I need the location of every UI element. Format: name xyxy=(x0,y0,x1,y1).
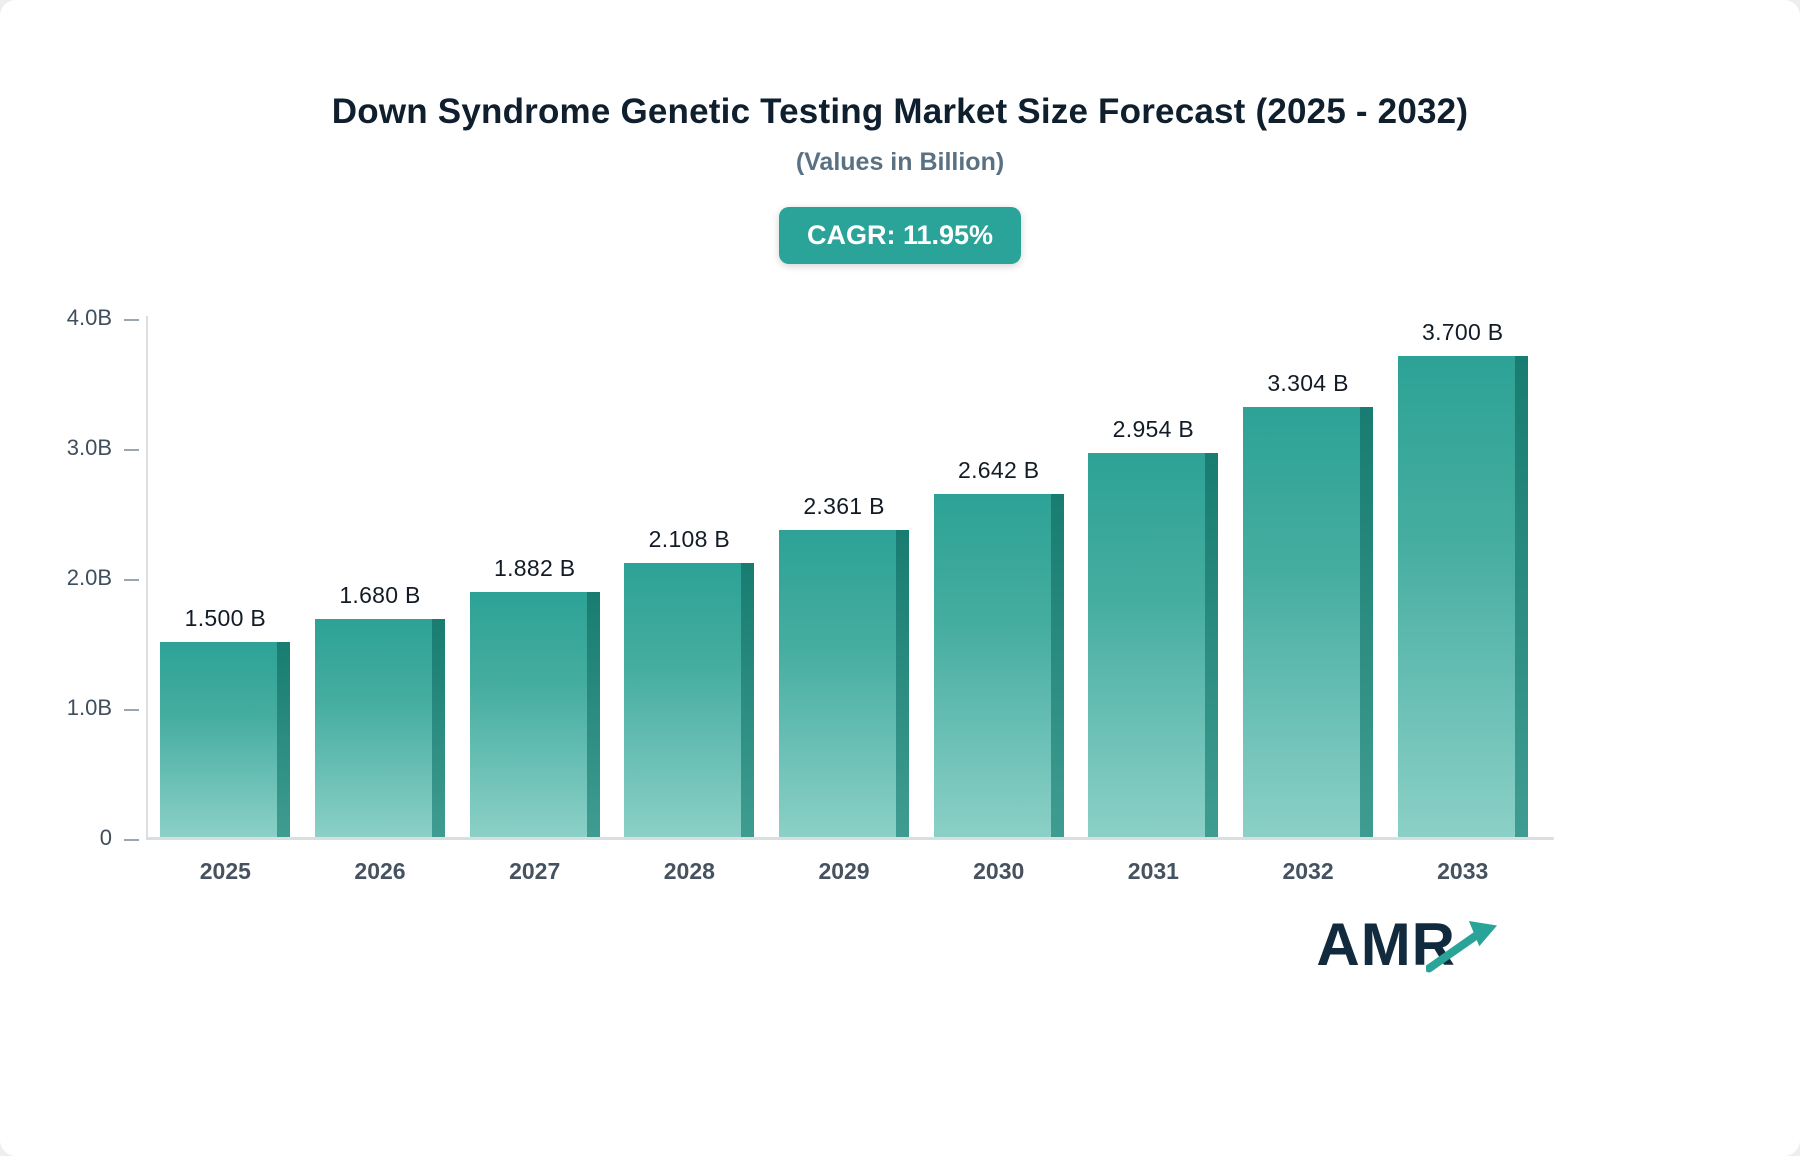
bar-column-2030: 2.642 B xyxy=(921,457,1076,837)
bar-face xyxy=(933,493,1051,837)
bar-side-shadow xyxy=(1205,452,1219,837)
y-axis: 0 1.0B 2.0B 3.0B 4.0B xyxy=(40,270,1540,890)
bar-value-label: 1.680 B xyxy=(339,581,421,608)
x-axis-label-2028: 2028 xyxy=(663,858,715,884)
bar-column-2025: 1.500 B xyxy=(148,605,303,837)
x-axis-labels: 2025 2026 2027 2028 2029 2030 2031 2032 2033 xyxy=(148,844,1540,890)
bar-column-2027: 1.882 B xyxy=(457,555,612,837)
trend-up-arrow-icon xyxy=(1424,915,1500,978)
y-tick-mark xyxy=(124,449,139,451)
bar-face xyxy=(315,618,432,837)
y-axis-line xyxy=(146,316,148,840)
bar-face xyxy=(1088,452,1206,837)
plot-area: 1.500 B 1.680 B 1.882 B 2.108 B 2.361 B 2.642… xyxy=(148,270,1540,890)
cagr-badge: CAGR: 11.95% xyxy=(778,207,1022,264)
bar-side-shadow xyxy=(277,642,291,837)
bar-2027 xyxy=(469,592,600,837)
bar-side-shadow xyxy=(1514,356,1528,837)
x-axis-label-2032: 2032 xyxy=(1282,858,1334,884)
bar-2032 xyxy=(1243,407,1374,837)
bar-2030 xyxy=(933,493,1064,837)
bar-column-2028: 2.108 B xyxy=(612,526,767,837)
bar-face xyxy=(779,530,897,837)
bar-side-shadow xyxy=(432,618,445,837)
bar-face xyxy=(624,562,742,837)
bar-value-label: 1.500 B xyxy=(184,605,267,631)
chart-area: 0 1.0B 2.0B 3.0B 4.0B 1.500 B 1.680 B 1.882 B 2… xyxy=(40,270,1554,890)
bar-value-label: 2.361 B xyxy=(803,493,885,520)
bar-face xyxy=(160,642,278,837)
y-tick-mark xyxy=(124,319,139,321)
chart-subtitle: (Values in Billion) xyxy=(795,148,1005,176)
y-tick-mark xyxy=(124,839,139,841)
x-axis-label-2030: 2030 xyxy=(973,858,1025,884)
x-axis-label-2033: 2033 xyxy=(1437,858,1489,884)
x-axis-label-2027: 2027 xyxy=(509,858,561,884)
bar-face xyxy=(1397,356,1515,837)
x-axis-label-2025: 2025 xyxy=(199,858,251,884)
bar-side-shadow xyxy=(741,562,755,837)
bar-value-label: 2.108 B xyxy=(648,525,731,552)
bar-column-2026: 1.680 B xyxy=(303,582,458,837)
bar-2025 xyxy=(160,642,291,837)
bar-value-label: 3.700 B xyxy=(1422,319,1504,345)
y-tick-label: 2.0B xyxy=(66,565,112,590)
bar-2026 xyxy=(315,618,445,837)
bar-value-label: 1.882 B xyxy=(493,555,576,582)
bar-2033 xyxy=(1397,356,1528,837)
bar-column-2033: 3.700 B xyxy=(1385,319,1540,837)
bar-value-label: 2.642 B xyxy=(958,456,1040,483)
chart-title: Down Syndrome Genetic Testing Market Siz… xyxy=(331,92,1469,131)
bar-face xyxy=(469,592,587,837)
bar-side-shadow xyxy=(586,592,600,837)
x-axis-label-2031: 2031 xyxy=(1127,858,1179,884)
bar-2028 xyxy=(624,562,755,837)
y-tick-label: 4.0B xyxy=(66,305,112,330)
y-tick-label: 1.0B xyxy=(66,695,112,720)
bar-face xyxy=(1243,407,1361,837)
x-axis-label-2029: 2029 xyxy=(818,858,870,884)
y-tick-label: 0 xyxy=(99,825,112,850)
bar-column-2029: 2.361 B xyxy=(767,493,922,837)
bar-2031 xyxy=(1088,452,1219,837)
x-axis-line xyxy=(146,837,1554,840)
bar-column-2031: 2.954 B xyxy=(1076,416,1231,837)
bar-2029 xyxy=(779,530,910,837)
bar-side-shadow xyxy=(896,530,910,837)
y-tick-mark xyxy=(124,579,139,581)
brand-logo: AMR xyxy=(1316,915,1500,978)
y-tick-label: 3.0B xyxy=(66,435,112,460)
bar-side-shadow xyxy=(1050,493,1064,837)
bar-side-shadow xyxy=(1360,407,1374,837)
y-tick-mark xyxy=(124,709,139,711)
bar-value-label: 3.304 B xyxy=(1267,370,1349,397)
bar-value-label: 2.954 B xyxy=(1112,415,1195,442)
bar-column-2032: 3.304 B xyxy=(1231,370,1386,837)
bars-row: 1.500 B 1.680 B 1.882 B 2.108 B 2.361 B 2.642… xyxy=(148,319,1540,837)
x-axis-label-2026: 2026 xyxy=(354,858,406,884)
